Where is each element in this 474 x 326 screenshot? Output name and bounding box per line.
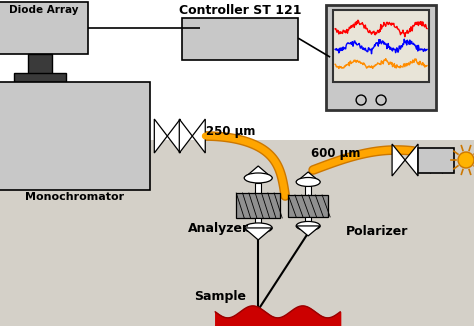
- Polygon shape: [405, 144, 418, 176]
- Bar: [0, 0, 474, 140]
- Text: Monochromator: Monochromator: [25, 192, 124, 202]
- Polygon shape: [244, 228, 272, 240]
- Bar: [305, 186, 311, 195]
- Ellipse shape: [296, 177, 320, 186]
- Text: Analyzer: Analyzer: [188, 222, 249, 235]
- Bar: [182, 18, 298, 60]
- Bar: [14, 73, 66, 83]
- Circle shape: [458, 152, 474, 168]
- Polygon shape: [179, 119, 192, 153]
- Ellipse shape: [244, 173, 272, 183]
- Bar: [255, 183, 261, 193]
- Bar: [0, 82, 150, 190]
- Text: Diode Array: Diode Array: [9, 5, 78, 15]
- Bar: [0, 2, 88, 54]
- Circle shape: [356, 95, 366, 105]
- Bar: [326, 5, 436, 110]
- Ellipse shape: [296, 221, 320, 230]
- Polygon shape: [236, 193, 280, 218]
- Polygon shape: [296, 226, 320, 236]
- Bar: [255, 218, 261, 228]
- Text: Sample: Sample: [194, 290, 246, 303]
- Ellipse shape: [244, 223, 272, 233]
- Text: Controller ST 121: Controller ST 121: [179, 4, 301, 17]
- Bar: [28, 54, 53, 74]
- Polygon shape: [192, 119, 205, 153]
- Polygon shape: [296, 172, 320, 182]
- Bar: [305, 217, 311, 226]
- Polygon shape: [288, 195, 328, 217]
- Polygon shape: [244, 166, 272, 178]
- Text: 600 μm: 600 μm: [311, 147, 361, 160]
- Circle shape: [376, 95, 386, 105]
- Text: 250 μm: 250 μm: [206, 125, 255, 138]
- Polygon shape: [155, 119, 167, 153]
- Polygon shape: [167, 119, 180, 153]
- Bar: [418, 148, 454, 173]
- Bar: [333, 10, 429, 82]
- Polygon shape: [392, 144, 405, 176]
- Text: Polarizer: Polarizer: [346, 225, 409, 238]
